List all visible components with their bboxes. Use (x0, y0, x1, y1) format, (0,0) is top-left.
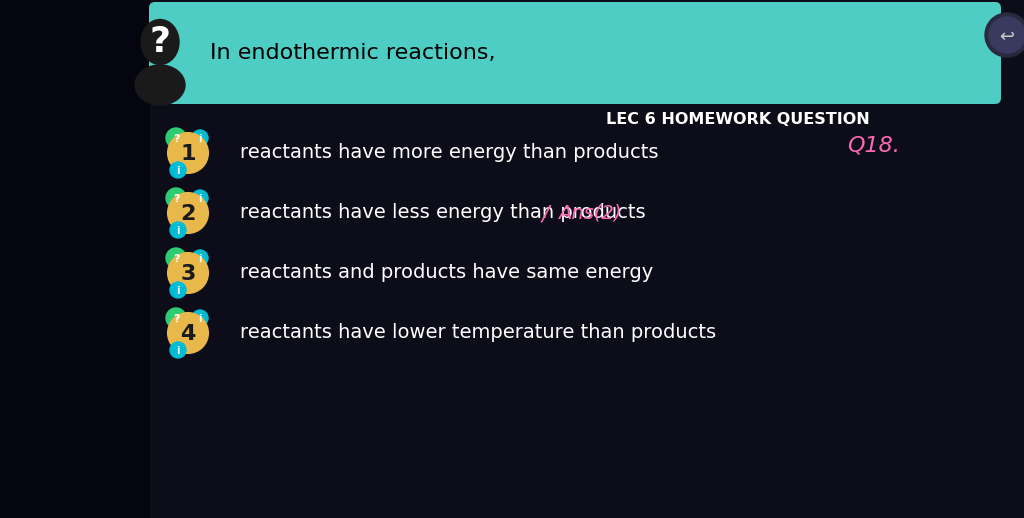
Text: Q18.: Q18. (847, 135, 900, 155)
FancyBboxPatch shape (0, 0, 150, 518)
Circle shape (170, 222, 186, 238)
Circle shape (168, 133, 208, 173)
Circle shape (193, 190, 208, 206)
Text: 4: 4 (180, 324, 196, 344)
Circle shape (168, 193, 208, 233)
Circle shape (166, 308, 186, 328)
Circle shape (166, 188, 186, 208)
Circle shape (170, 282, 186, 298)
Text: Ans(2): Ans(2) (558, 204, 622, 223)
Ellipse shape (141, 20, 179, 65)
Text: ?: ? (150, 25, 171, 59)
Text: i: i (199, 134, 202, 144)
Text: ?: ? (173, 314, 179, 324)
Circle shape (166, 248, 186, 268)
Text: i: i (176, 226, 180, 236)
Text: 1: 1 (180, 144, 196, 164)
Text: LEC 6 HOMEWORK QUESTION: LEC 6 HOMEWORK QUESTION (606, 112, 870, 127)
Text: 3: 3 (180, 264, 196, 284)
Ellipse shape (135, 65, 185, 105)
Text: i: i (176, 286, 180, 296)
Text: reactants have lower temperature than products: reactants have lower temperature than pr… (240, 324, 716, 342)
Text: /: / (542, 204, 550, 224)
Text: ?: ? (173, 134, 179, 144)
Circle shape (168, 253, 208, 293)
FancyBboxPatch shape (150, 2, 1001, 104)
Text: ?: ? (173, 194, 179, 204)
Text: i: i (176, 346, 180, 356)
Circle shape (985, 13, 1024, 57)
Text: reactants and products have same energy: reactants and products have same energy (240, 264, 653, 282)
Text: In endothermic reactions,: In endothermic reactions, (210, 43, 496, 63)
Circle shape (193, 130, 208, 146)
Text: i: i (199, 194, 202, 204)
Circle shape (193, 310, 208, 326)
Circle shape (989, 17, 1024, 53)
Circle shape (193, 250, 208, 266)
Text: reactants have less energy than products: reactants have less energy than products (240, 204, 645, 223)
Text: i: i (199, 314, 202, 324)
Text: i: i (176, 166, 180, 176)
Text: ↩: ↩ (999, 28, 1015, 46)
Text: 2: 2 (180, 204, 196, 224)
Text: reactants have more energy than products: reactants have more energy than products (240, 143, 658, 163)
Circle shape (168, 313, 208, 353)
Text: ?: ? (173, 254, 179, 264)
Circle shape (170, 342, 186, 358)
Text: i: i (199, 254, 202, 264)
Circle shape (166, 128, 186, 148)
Circle shape (170, 162, 186, 178)
